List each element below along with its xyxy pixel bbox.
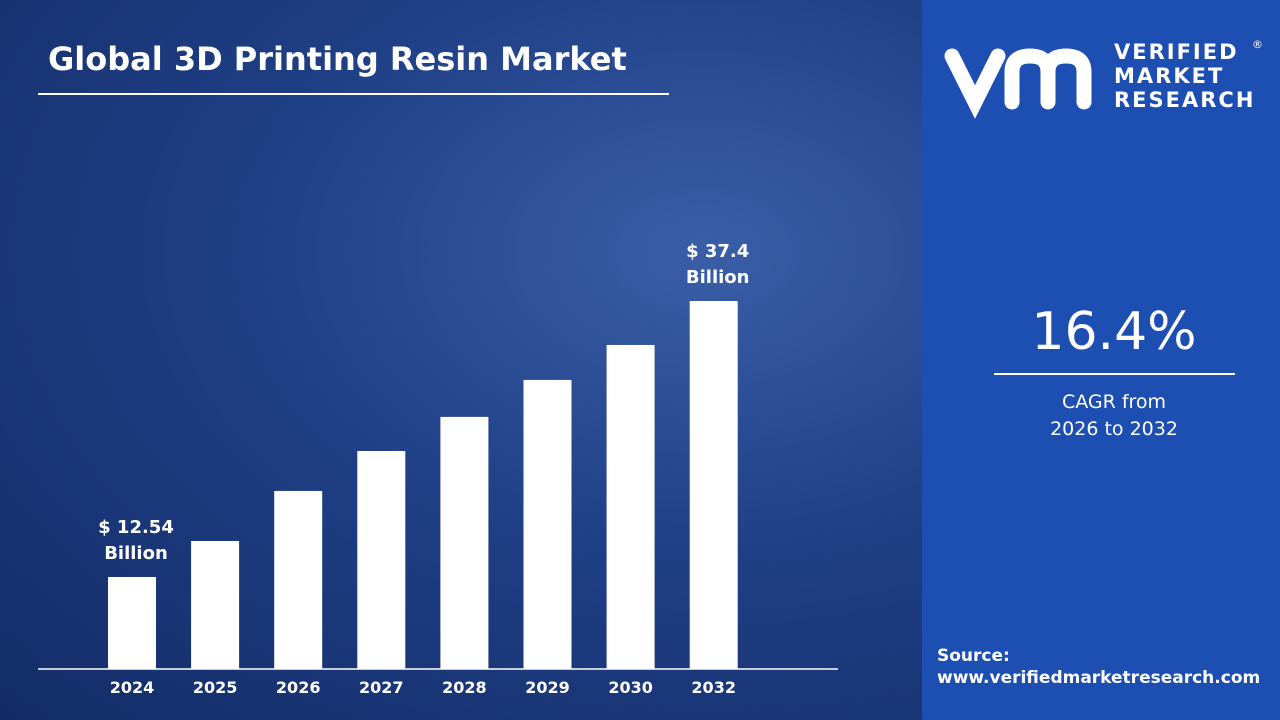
x-tick-label: 2025 — [193, 678, 238, 697]
x-tick-label: 2032 — [691, 678, 736, 697]
value-label: $ 37.4 Billion — [685, 241, 750, 288]
cagr-value: 16.4% — [1031, 302, 1197, 362]
x-tick-label: 2026 — [276, 678, 321, 697]
registered-mark: ® — [1252, 38, 1263, 51]
logo-text: VERIFIED MARKET RESEARCH — [1114, 40, 1256, 112]
x-tick-label: 2029 — [525, 678, 570, 697]
cagr-rule — [994, 373, 1235, 375]
bar — [523, 379, 572, 669]
x-tick-label: 2030 — [608, 678, 653, 697]
cagr-label: CAGR from 2026 to 2032 — [1050, 391, 1178, 440]
side-panel — [922, 0, 1280, 720]
logo-mark — [944, 48, 1092, 119]
bar — [191, 541, 240, 669]
bar — [108, 576, 156, 669]
bar — [274, 490, 323, 669]
title-underline — [38, 93, 669, 95]
x-tick-label: 2024 — [110, 678, 155, 697]
chart-title: Global 3D Printing Resin Market — [48, 40, 627, 78]
x-tick-label: 2028 — [442, 678, 487, 697]
bar — [440, 416, 489, 669]
source-label: Source: — [937, 646, 1010, 666]
bar — [357, 450, 406, 669]
source-url: www.verifiedmarketresearch.com — [937, 668, 1261, 688]
x-tick-label: 2027 — [359, 678, 404, 697]
bar — [606, 344, 655, 669]
value-label: $ 12.54 Billion — [98, 516, 174, 564]
bar — [689, 301, 738, 669]
